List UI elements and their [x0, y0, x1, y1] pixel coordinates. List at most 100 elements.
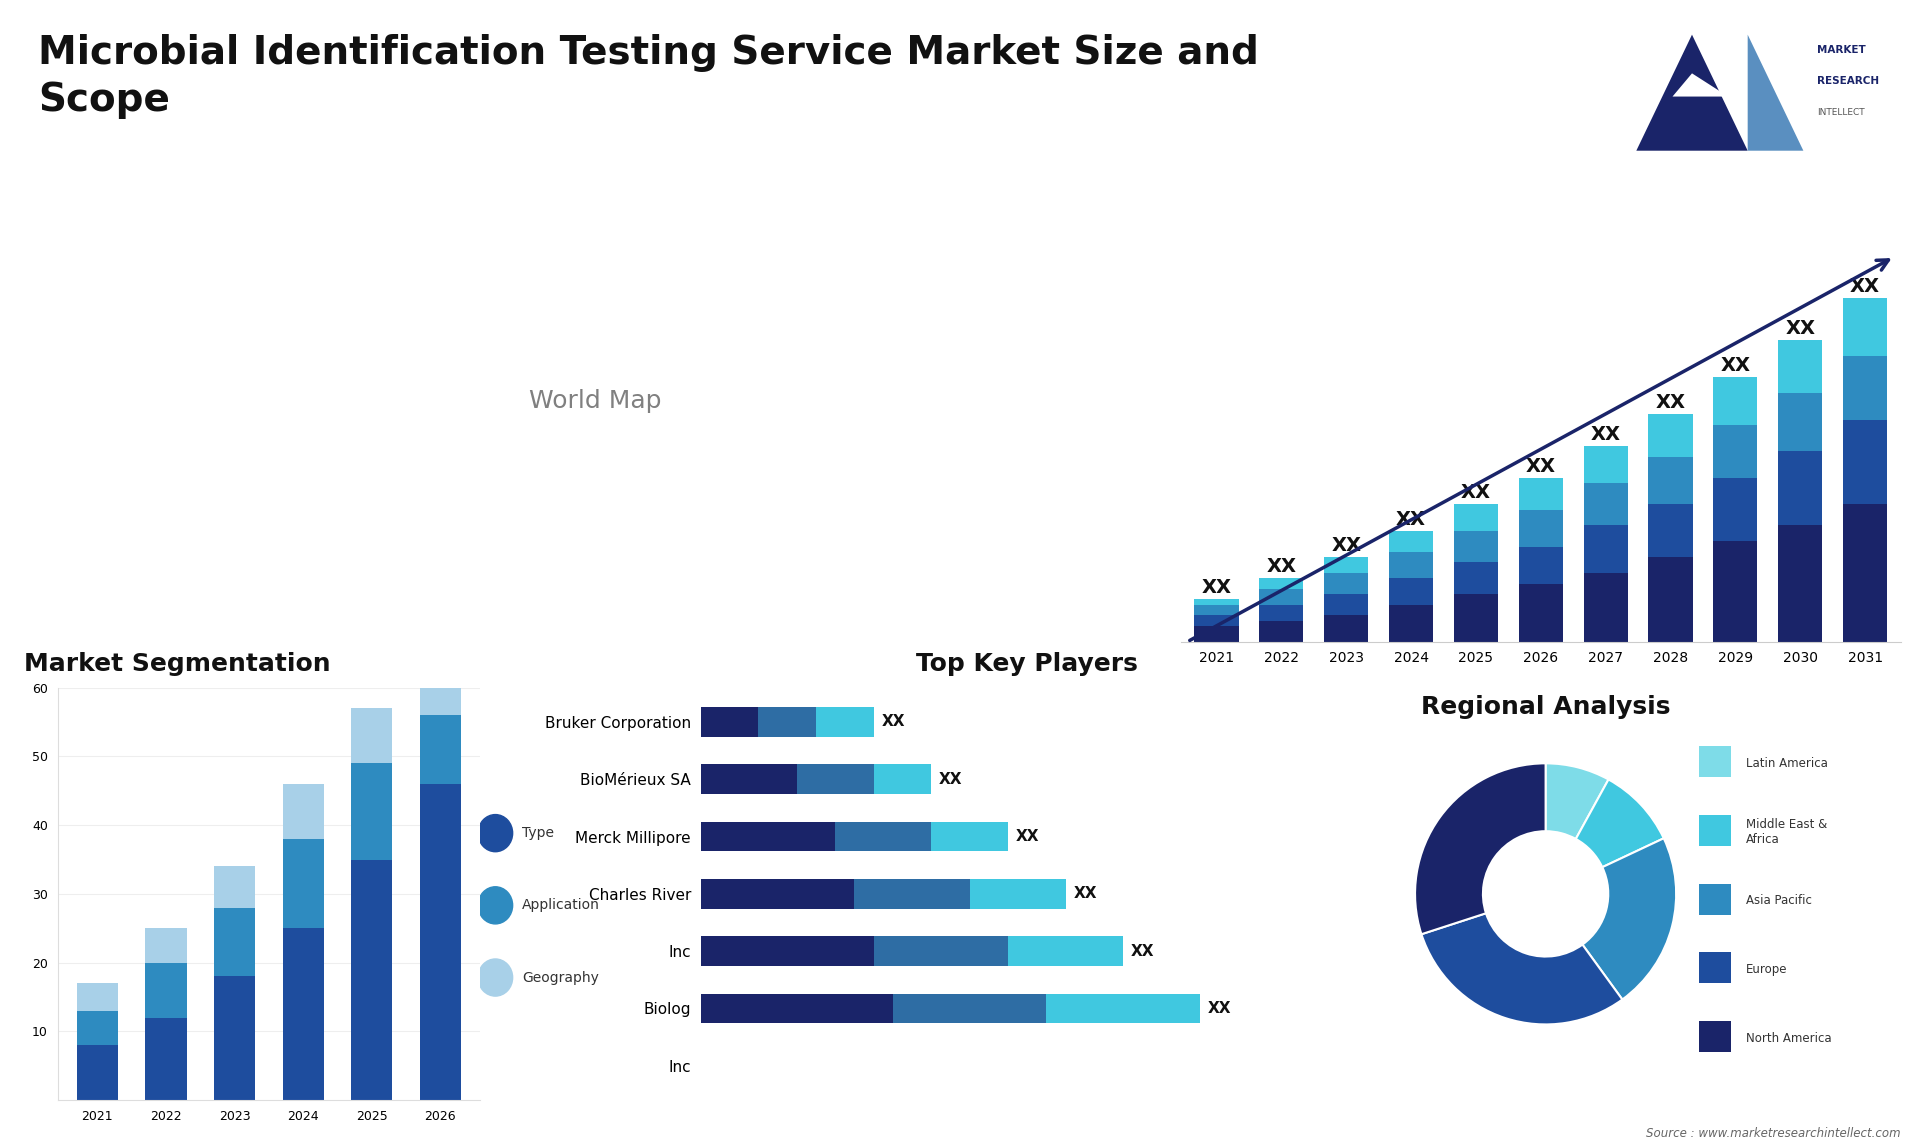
Text: MARKET: MARKET	[1816, 45, 1866, 55]
Bar	[1194, 599, 1238, 605]
Text: Source : www.marketresearchintellect.com: Source : www.marketresearchintellect.com	[1645, 1128, 1901, 1140]
Bar	[1008, 936, 1123, 966]
Text: Latin America: Latin America	[1745, 756, 1828, 770]
Bar	[77, 1011, 117, 1045]
Bar	[1388, 579, 1432, 605]
Bar	[1843, 356, 1887, 419]
Bar	[420, 660, 461, 715]
Bar	[146, 963, 186, 1018]
Bar	[146, 928, 186, 963]
Bar	[1584, 446, 1628, 484]
Bar	[77, 1045, 117, 1100]
Text: XX: XX	[1461, 484, 1492, 502]
Bar	[1778, 525, 1822, 642]
Wedge shape	[1421, 913, 1622, 1025]
FancyBboxPatch shape	[1699, 952, 1732, 983]
Bar	[1325, 557, 1369, 573]
Wedge shape	[1415, 763, 1546, 934]
Bar	[1519, 547, 1563, 583]
Text: XX: XX	[1590, 425, 1620, 444]
Text: Microbial Identification Testing Service Market Size and
Scope: Microbial Identification Testing Service…	[38, 34, 1260, 119]
Bar	[1388, 605, 1432, 642]
Bar	[1649, 504, 1693, 557]
Text: XX: XX	[1331, 536, 1361, 555]
Text: XX: XX	[939, 771, 962, 787]
Bar	[1584, 573, 1628, 642]
Text: Asia Pacific: Asia Pacific	[1745, 894, 1812, 908]
Bar	[1046, 994, 1200, 1023]
Bar	[1453, 531, 1498, 563]
Text: Type: Type	[522, 826, 555, 840]
Bar	[835, 822, 931, 851]
Bar	[146, 1018, 186, 1100]
Bar	[1325, 615, 1369, 642]
Bar	[816, 707, 874, 737]
Bar	[1649, 456, 1693, 504]
Text: North America: North America	[1745, 1031, 1832, 1045]
Bar	[1843, 504, 1887, 642]
Circle shape	[478, 815, 513, 851]
Bar	[1713, 478, 1757, 541]
Bar	[701, 822, 835, 851]
Bar	[1388, 531, 1432, 552]
Bar	[701, 879, 854, 909]
Text: XX: XX	[1526, 456, 1555, 476]
Title: Regional Analysis: Regional Analysis	[1421, 694, 1670, 719]
Bar	[1843, 298, 1887, 356]
Bar	[77, 983, 117, 1011]
Text: XX: XX	[1267, 557, 1296, 576]
Text: XX: XX	[1786, 319, 1814, 338]
Text: XX: XX	[1851, 277, 1880, 296]
Polygon shape	[1636, 34, 1747, 151]
Bar	[1453, 563, 1498, 594]
Circle shape	[478, 887, 513, 924]
Bar	[1325, 594, 1369, 615]
Text: XX: XX	[1720, 356, 1751, 375]
Text: RESEARCH: RESEARCH	[1816, 76, 1880, 86]
Bar	[1260, 605, 1304, 621]
Bar	[893, 994, 1046, 1023]
Text: World Map: World Map	[528, 390, 662, 413]
Bar	[970, 879, 1066, 909]
Wedge shape	[1576, 779, 1665, 868]
FancyBboxPatch shape	[1699, 746, 1732, 777]
Bar	[874, 764, 931, 794]
Bar	[420, 715, 461, 784]
Text: XX: XX	[1131, 943, 1154, 959]
Bar	[1843, 419, 1887, 504]
Bar	[213, 976, 255, 1100]
Text: XX: XX	[1208, 1000, 1231, 1017]
Text: Geography: Geography	[522, 971, 599, 984]
Polygon shape	[1747, 34, 1803, 151]
Bar	[213, 908, 255, 976]
Bar	[701, 707, 758, 737]
Bar	[1649, 415, 1693, 456]
Bar	[1778, 452, 1822, 525]
Bar	[1519, 478, 1563, 510]
Text: Middle East &
Africa: Middle East & Africa	[1745, 818, 1828, 846]
Bar	[1453, 504, 1498, 531]
Bar	[282, 839, 324, 928]
FancyBboxPatch shape	[1699, 1021, 1732, 1052]
Bar	[282, 928, 324, 1100]
Bar	[1194, 626, 1238, 642]
FancyBboxPatch shape	[1699, 815, 1732, 846]
Bar	[1713, 541, 1757, 642]
Bar	[701, 994, 893, 1023]
Bar	[1649, 557, 1693, 642]
Wedge shape	[1546, 763, 1609, 839]
Text: XX: XX	[1396, 510, 1427, 528]
Text: Europe: Europe	[1745, 963, 1788, 976]
Bar	[1194, 605, 1238, 615]
FancyBboxPatch shape	[1699, 884, 1732, 915]
Bar	[758, 707, 816, 737]
Bar	[701, 936, 874, 966]
Text: XX: XX	[1016, 829, 1039, 845]
Bar	[351, 860, 392, 1100]
Bar	[797, 764, 874, 794]
Text: Market Segmentation: Market Segmentation	[23, 652, 330, 676]
Polygon shape	[1672, 73, 1728, 96]
Text: XX: XX	[1202, 579, 1231, 597]
Bar	[854, 879, 970, 909]
Title: Top Key Players: Top Key Players	[916, 652, 1139, 676]
